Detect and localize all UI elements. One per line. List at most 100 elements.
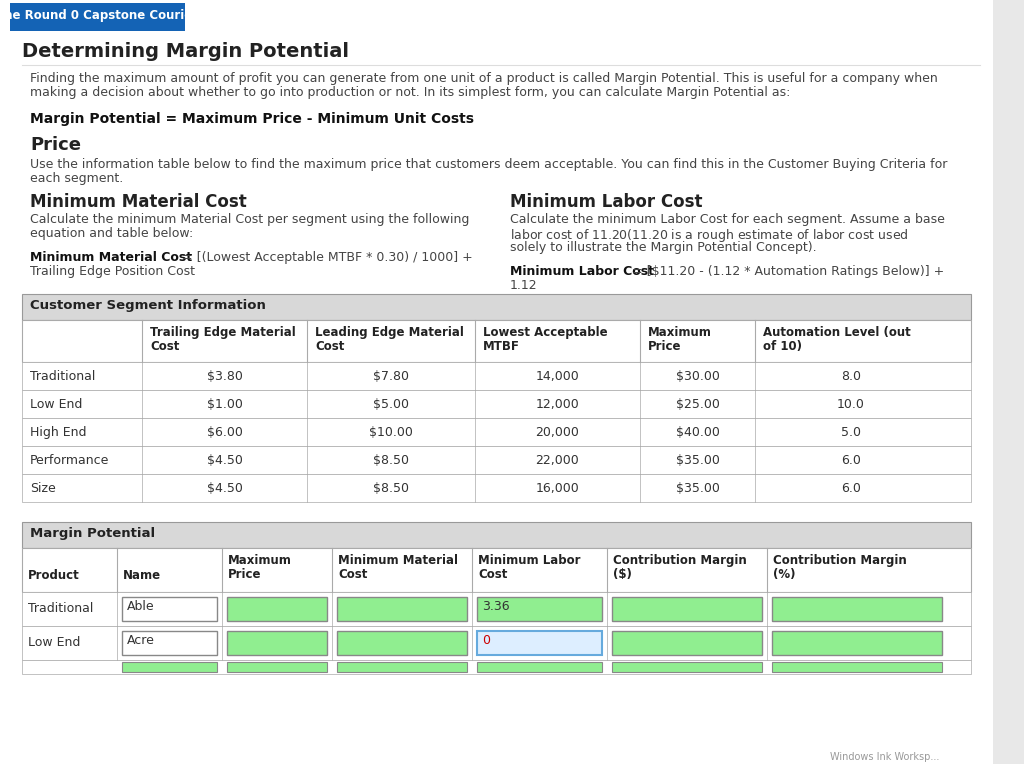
Text: Contribution Margin: Contribution Margin <box>773 554 906 567</box>
Text: Low End: Low End <box>28 636 80 649</box>
Bar <box>22 522 971 548</box>
Bar <box>772 662 942 672</box>
Text: Low End: Low End <box>30 398 82 411</box>
Text: = [$11.20 - (1.12 * Automation Ratings Below)] +: = [$11.20 - (1.12 * Automation Ratings B… <box>628 265 944 278</box>
Text: Customer Segment Information: Customer Segment Information <box>30 299 266 312</box>
Text: $40.00: $40.00 <box>676 426 720 439</box>
Bar <box>22 660 971 674</box>
Bar <box>22 362 971 390</box>
Text: Use the information table below to find the maximum price that customers deem ac: Use the information table below to find … <box>30 158 947 171</box>
Bar <box>22 592 971 626</box>
Text: Minimum Labor: Minimum Labor <box>478 554 581 567</box>
Text: 8.0: 8.0 <box>841 370 861 383</box>
Bar <box>22 548 971 592</box>
Text: of 10): of 10) <box>763 340 802 353</box>
Bar <box>122 662 217 672</box>
Bar <box>772 597 942 621</box>
Text: 0: 0 <box>482 634 490 647</box>
Text: making a decision about whether to go into production or not. In its simplest fo: making a decision about whether to go in… <box>30 86 791 99</box>
Text: Maximum: Maximum <box>648 326 712 339</box>
Text: each segment.: each segment. <box>30 172 123 185</box>
Text: ($): ($) <box>613 568 632 581</box>
Text: $10.00: $10.00 <box>369 426 413 439</box>
Bar <box>337 597 467 621</box>
Text: 5.0: 5.0 <box>841 426 861 439</box>
Text: 12,000: 12,000 <box>536 398 580 411</box>
Bar <box>772 631 942 655</box>
Text: Cost: Cost <box>338 568 368 581</box>
Bar <box>227 597 327 621</box>
Text: $35.00: $35.00 <box>676 454 720 467</box>
Text: Cost: Cost <box>478 568 507 581</box>
Text: $3.80: $3.80 <box>207 370 243 383</box>
Bar <box>337 662 467 672</box>
Bar <box>477 597 602 621</box>
Text: Determining Margin Potential: Determining Margin Potential <box>22 42 349 61</box>
Bar <box>22 294 971 320</box>
Text: Price: Price <box>228 568 261 581</box>
Text: 16,000: 16,000 <box>536 482 580 495</box>
Bar <box>993 0 1024 764</box>
Text: Size: Size <box>30 482 55 495</box>
Bar <box>122 631 217 655</box>
Text: $6.00: $6.00 <box>207 426 243 439</box>
Text: Minimum Material: Minimum Material <box>338 554 458 567</box>
Text: Trailing Edge Position Cost: Trailing Edge Position Cost <box>30 265 195 278</box>
Text: solely to illustrate the Margin Potential Concept).: solely to illustrate the Margin Potentia… <box>510 241 816 254</box>
Bar <box>227 631 327 655</box>
Text: = [(Lowest Acceptable MTBF * 0.30) / 1000] +: = [(Lowest Acceptable MTBF * 0.30) / 100… <box>178 251 473 264</box>
Text: 6.0: 6.0 <box>841 454 861 467</box>
Text: $8.50: $8.50 <box>373 454 409 467</box>
Text: Minimum Material Cost: Minimum Material Cost <box>30 193 247 211</box>
Text: Margin Potential = Maximum Price - Minimum Unit Costs: Margin Potential = Maximum Price - Minim… <box>30 112 474 126</box>
Bar <box>122 597 217 621</box>
Text: Traditional: Traditional <box>30 370 95 383</box>
Bar <box>22 418 971 446</box>
Text: Cost: Cost <box>315 340 344 353</box>
Text: Name: Name <box>123 569 161 582</box>
Text: $35.00: $35.00 <box>676 482 720 495</box>
Text: Product: Product <box>28 569 80 582</box>
Text: Calculate the minimum Material Cost per segment using the following: Calculate the minimum Material Cost per … <box>30 213 469 226</box>
Text: 14,000: 14,000 <box>536 370 580 383</box>
Bar <box>477 662 602 672</box>
Text: $1.00: $1.00 <box>207 398 243 411</box>
Text: $7.80: $7.80 <box>373 370 409 383</box>
Text: $4.50: $4.50 <box>207 454 243 467</box>
Text: The Round 0 Capstone Courier: The Round 0 Capstone Courier <box>0 9 199 22</box>
Text: Price: Price <box>30 136 81 154</box>
Text: Minimum Labor Cost: Minimum Labor Cost <box>510 265 654 278</box>
Bar <box>22 474 971 502</box>
Text: 3.36: 3.36 <box>482 600 510 613</box>
Bar <box>612 662 762 672</box>
Bar <box>22 320 971 362</box>
Text: 1.12: 1.12 <box>510 279 538 292</box>
Text: $30.00: $30.00 <box>676 370 720 383</box>
Text: $8.50: $8.50 <box>373 482 409 495</box>
Text: Contribution Margin: Contribution Margin <box>613 554 746 567</box>
Text: (%): (%) <box>773 568 796 581</box>
Bar <box>477 631 602 655</box>
Text: Windows Ink Worksp...: Windows Ink Worksp... <box>830 752 939 762</box>
Text: Lowest Acceptable: Lowest Acceptable <box>483 326 607 339</box>
Bar <box>22 446 971 474</box>
Bar <box>10 3 185 31</box>
Text: Margin Potential: Margin Potential <box>30 527 155 540</box>
Text: Leading Edge Material: Leading Edge Material <box>315 326 464 339</box>
Text: 22,000: 22,000 <box>536 454 580 467</box>
Bar <box>337 631 467 655</box>
Text: Performance: Performance <box>30 454 110 467</box>
Text: $5.00: $5.00 <box>373 398 409 411</box>
Bar <box>612 631 762 655</box>
Text: 6.0: 6.0 <box>841 482 861 495</box>
Bar <box>227 662 327 672</box>
Text: MTBF: MTBF <box>483 340 520 353</box>
Text: Finding the maximum amount of profit you can generate from one unit of a product: Finding the maximum amount of profit you… <box>30 72 938 85</box>
Text: labor cost of $11.20 ($11.20 is a rough estimate of labor cost used: labor cost of $11.20 ($11.20 is a rough … <box>510 227 908 244</box>
Text: $4.50: $4.50 <box>207 482 243 495</box>
Text: equation and table below:: equation and table below: <box>30 227 194 240</box>
Bar <box>22 626 971 660</box>
Text: Cost: Cost <box>150 340 179 353</box>
Text: Trailing Edge Material: Trailing Edge Material <box>150 326 296 339</box>
Text: 20,000: 20,000 <box>536 426 580 439</box>
